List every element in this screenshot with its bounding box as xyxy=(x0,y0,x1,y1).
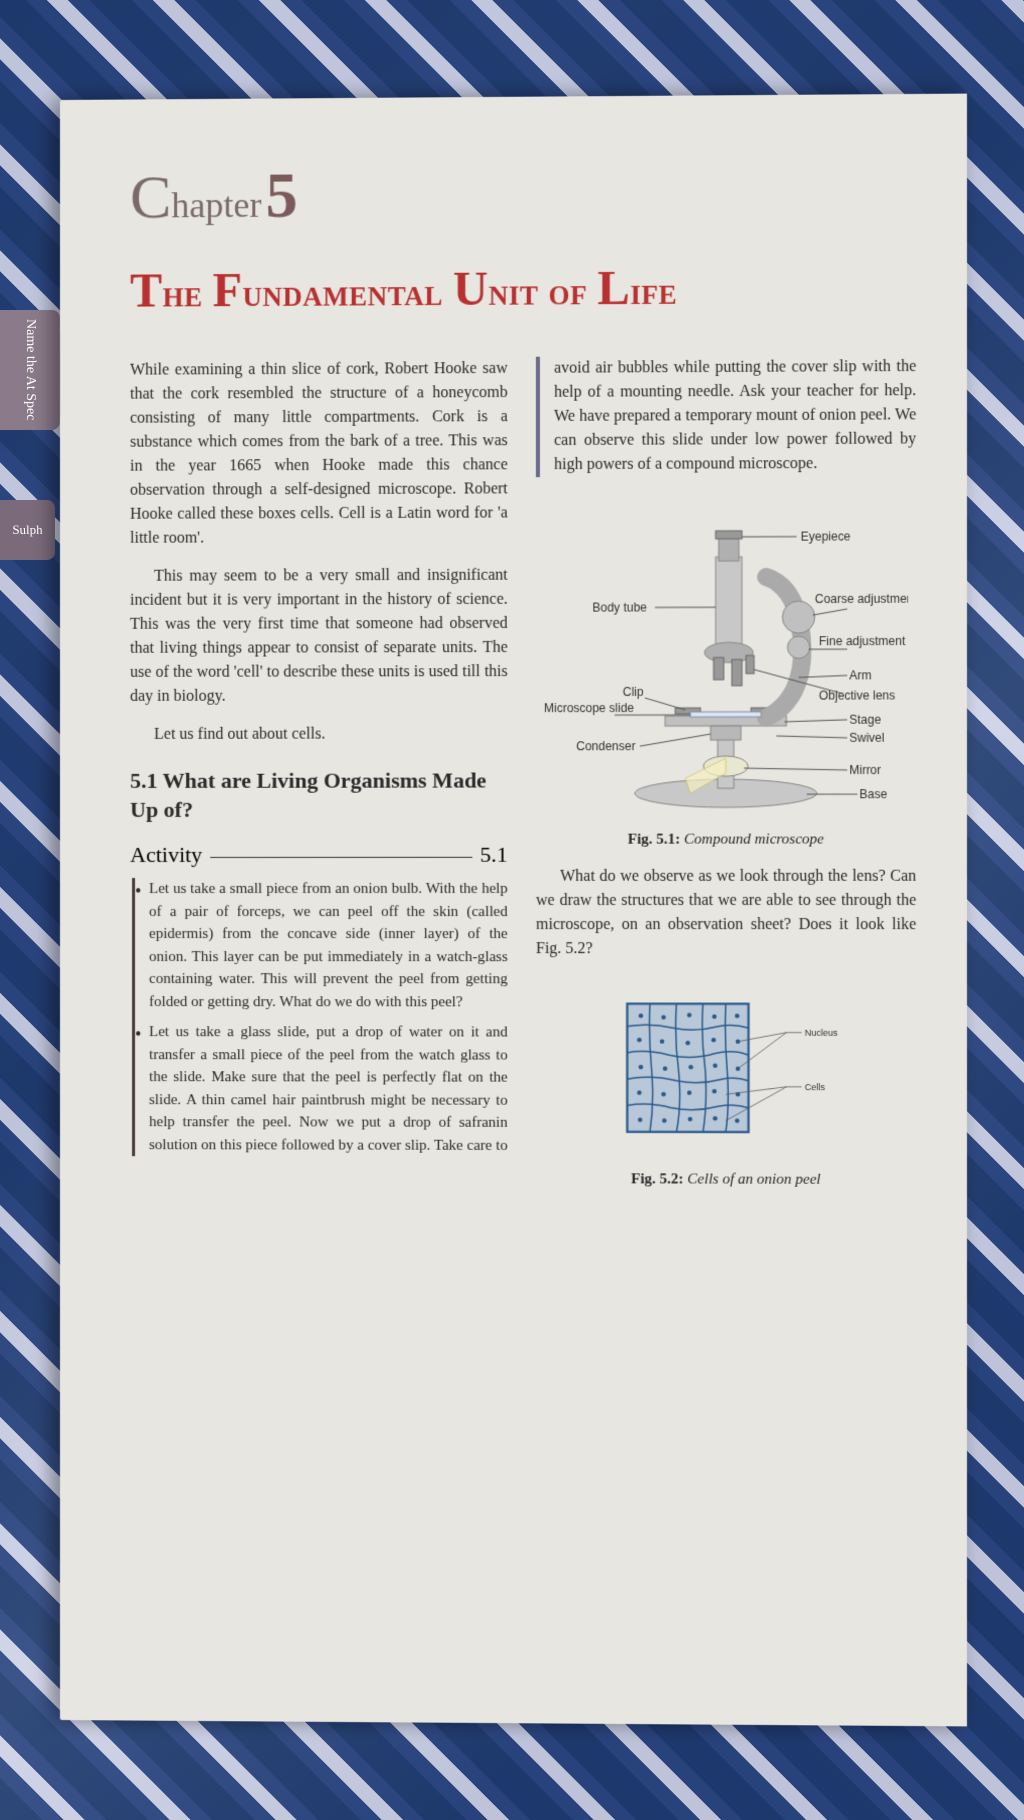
chapter-letter-c: C xyxy=(130,162,171,233)
label-slide: Microscope slide xyxy=(544,701,634,715)
fig52-caption-text: Cells of an onion peel xyxy=(687,1171,820,1187)
chapter-heading: Chapter 5 xyxy=(130,154,916,233)
onion-cells-diagram: Nucleus Cells xyxy=(604,977,847,1158)
section-heading: 5.1 What are Living Organisms Made Up of… xyxy=(130,766,508,824)
label-condenser: Condenser xyxy=(576,739,635,753)
activity-item-1: Let us take a small piece from an onion … xyxy=(149,878,508,1014)
activity-label: Activity xyxy=(130,842,202,868)
activity-number: 5.1 xyxy=(480,842,508,868)
label-fine: Fine adjustment xyxy=(819,634,906,648)
microscope-diagram: Eyepiece Coarse adjustment Fine adjustme… xyxy=(544,496,908,819)
intro-paragraph-3: Let us find out about cells. xyxy=(130,722,508,747)
label-swivel: Swivel xyxy=(849,731,884,745)
spine-tab-2: Sulph xyxy=(0,500,55,560)
label-arm: Arm xyxy=(849,668,871,682)
chapter-word: hapter xyxy=(171,185,261,226)
chapter-title: The Fundamental Unit of Life xyxy=(130,259,916,318)
fig52-caption-bold: Fig. 5.2: xyxy=(631,1171,684,1187)
label-mirror: Mirror xyxy=(849,763,881,777)
activity-header: Activity 5.1 xyxy=(130,842,508,868)
right-column: avoid air bubbles while putting the cove… xyxy=(536,355,916,1205)
textbook-page: Chapter 5 The Fundamental Unit of Life W… xyxy=(60,94,967,1727)
label-body-tube: Body tube xyxy=(592,600,647,614)
fig51-caption-text: Compound microscope xyxy=(684,831,824,847)
spine-tab-1: Name the At Spec xyxy=(0,310,60,430)
label-eyepiece: Eyepiece xyxy=(801,529,851,543)
activity-continuation: avoid air bubbles while putting the cove… xyxy=(536,355,916,477)
right-paragraph-2: What do we observe as we look through th… xyxy=(536,865,916,962)
label-coarse: Coarse adjustment xyxy=(815,592,908,606)
intro-paragraph-1: While examining a thin slice of cork, Ro… xyxy=(130,357,508,551)
label-clip: Clip xyxy=(623,685,644,699)
figure-5-2-caption: Fig. 5.2: Cells of an onion peel xyxy=(536,1171,916,1189)
section-number: 5.1 xyxy=(130,768,158,793)
chapter-number: 5 xyxy=(266,159,298,230)
activity-body: Let us take a small piece from an onion … xyxy=(132,878,508,1157)
intro-paragraph-2: This may seem to be a very small and ins… xyxy=(130,564,508,709)
spine-tab-2-text: Sulph xyxy=(12,522,42,538)
activity-item-2: Let us take a glass slide, put a drop of… xyxy=(149,1021,508,1157)
figure-5-1-caption: Fig. 5.1: Compound microscope xyxy=(536,831,916,848)
figure-5-2: Nucleus Cells Fig. 5.2: Cells of an onio… xyxy=(536,977,916,1189)
spine-tab-1-text: Name the At Spec xyxy=(22,319,38,420)
label-stage: Stage xyxy=(849,713,881,727)
label-objective: Objective lens xyxy=(819,688,895,702)
label-cells: Cells xyxy=(805,1082,826,1092)
activity-underline xyxy=(210,857,472,858)
label-nucleus: Nucleus xyxy=(805,1028,838,1038)
figure-5-1: Eyepiece Coarse adjustment Fine adjustme… xyxy=(536,496,916,849)
two-column-layout: While examining a thin slice of cork, Ro… xyxy=(130,355,916,1205)
section-title: What are Living Organisms Made Up of? xyxy=(130,767,486,821)
left-column: While examining a thin slice of cork, Ro… xyxy=(130,357,508,1204)
fig51-caption-bold: Fig. 5.1: xyxy=(628,832,681,848)
label-base: Base xyxy=(859,787,887,801)
